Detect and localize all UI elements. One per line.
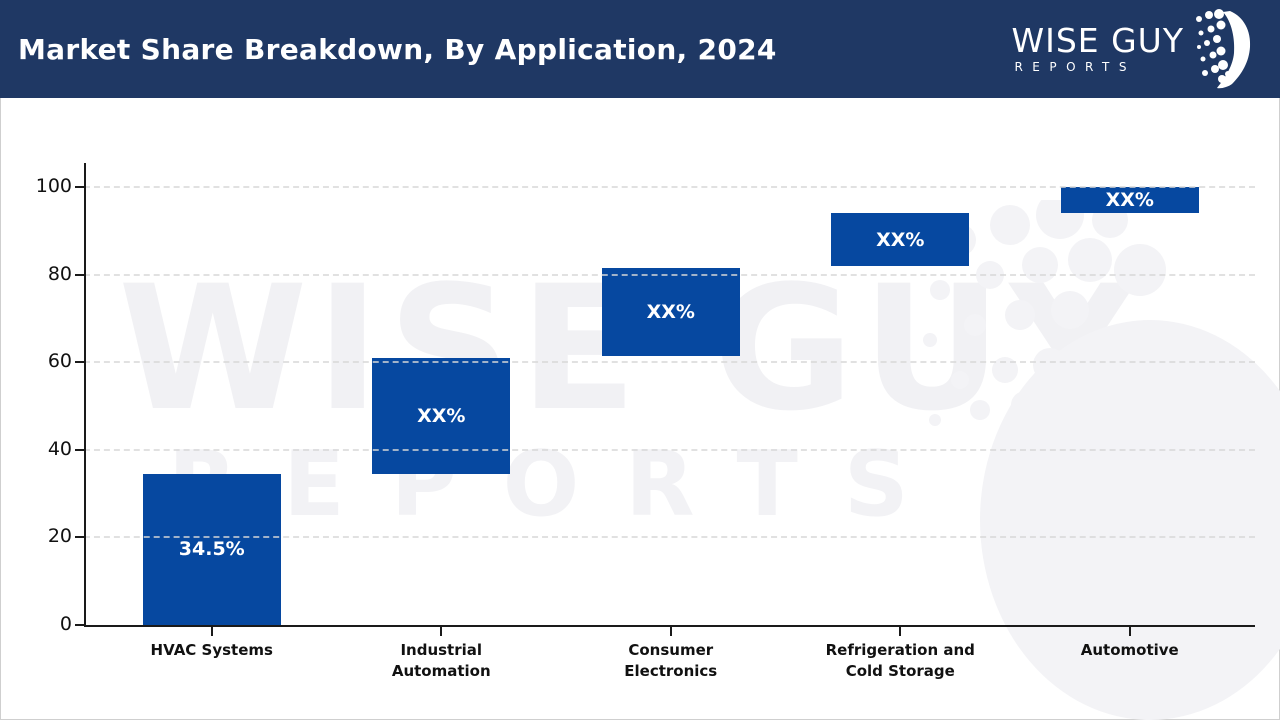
bar-segment: XX% xyxy=(601,268,740,356)
gridline-60 xyxy=(84,361,1255,364)
y-axis-tick-mark xyxy=(75,273,84,276)
watermark-text-line2: REPORTS xyxy=(168,432,955,537)
x-axis-category-label: Refrigeration and Cold Storage xyxy=(825,641,975,680)
gridline-80 xyxy=(84,273,1255,276)
y-axis-tick-mark xyxy=(75,624,84,626)
gridline-100 xyxy=(84,186,1255,188)
page-title: Market Share Breakdown, By Application, … xyxy=(18,32,777,66)
x-axis-tick-mark xyxy=(899,627,902,636)
bar-value-label: XX% xyxy=(876,228,925,251)
bar-value-label: XX% xyxy=(1105,189,1154,212)
bar-segment: XX% xyxy=(372,357,511,474)
y-axis-spine xyxy=(84,163,86,627)
y-axis-tick-label: 60 xyxy=(47,350,72,373)
y-axis-tick-mark xyxy=(75,361,84,364)
y-axis-tick-mark xyxy=(75,448,84,451)
gridline-20 xyxy=(84,536,1255,539)
bar-segment: XX% xyxy=(831,213,970,266)
gridline-40 xyxy=(84,448,1255,451)
y-axis-tick-label: 40 xyxy=(47,437,72,460)
brand-logo-text: WISE GUY REPORTS xyxy=(1011,24,1184,74)
bar-segment: XX% xyxy=(1060,187,1199,214)
brand-subtitle: REPORTS xyxy=(1014,60,1136,74)
x-axis-tick-mark xyxy=(440,627,443,636)
bar-value-label: XX% xyxy=(417,404,466,427)
header-bar: Market Share Breakdown, By Application, … xyxy=(0,0,1280,98)
bar-value-label: 34.5% xyxy=(178,538,245,561)
bar-segment: 34.5% xyxy=(142,473,281,625)
y-axis-tick-label: 20 xyxy=(47,525,72,548)
y-axis-tick-mark xyxy=(75,536,84,539)
x-axis-category-label: HVAC Systems xyxy=(150,641,273,659)
y-axis-tick-label: 80 xyxy=(47,262,72,285)
y-axis-tick-mark xyxy=(75,186,84,188)
brand-head-icon xyxy=(1196,9,1251,89)
x-axis-tick-mark xyxy=(669,627,672,636)
brand-logo: WISE GUY REPORTS xyxy=(1011,9,1254,89)
x-axis-tick-mark xyxy=(1128,627,1131,636)
y-axis-tick-label: 100 xyxy=(35,175,72,197)
x-axis-spine xyxy=(84,625,1255,627)
brand-name: WISE GUY xyxy=(1011,21,1184,60)
x-axis-category-label: Industrial Automation xyxy=(391,641,491,680)
x-axis-category-label: Consumer Electronics xyxy=(624,641,718,680)
bar-value-label: XX% xyxy=(646,300,695,323)
x-axis-category-label: Automotive xyxy=(1080,641,1179,659)
y-axis-tick-label: 0 xyxy=(59,613,72,635)
x-axis-tick-mark xyxy=(210,627,213,636)
